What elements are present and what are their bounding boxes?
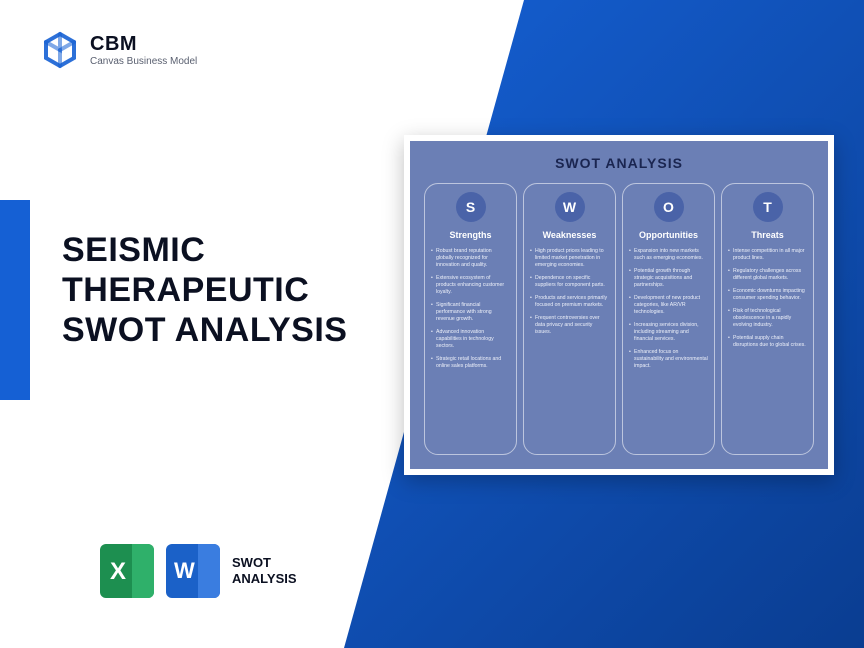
title-line: SEISMIC: [62, 230, 347, 270]
swot-item: Intense competition in all major product…: [728, 248, 807, 262]
swot-item: Dependence on specific suppliers for com…: [530, 275, 609, 289]
swot-letter: O: [654, 192, 684, 222]
swot-item: Regulatory challenges across different g…: [728, 268, 807, 282]
logo: CBM Canvas Business Model: [40, 30, 197, 70]
logo-subtitle: Canvas Business Model: [90, 56, 197, 67]
swot-column: W Weaknesses High product prices leading t…: [523, 183, 616, 455]
title-line: THERAPEUTIC: [62, 270, 347, 310]
word-icon: [166, 544, 220, 598]
swot-item: Expansion into new markets such as emerg…: [629, 248, 708, 262]
swot-letter: T: [753, 192, 783, 222]
swot-item: Risk of technological obsolescence in a …: [728, 308, 807, 329]
logo-title: CBM: [90, 33, 197, 56]
swot-items: Intense competition in all major product…: [728, 248, 807, 355]
swot-item: Extensive ecosystem of products enhancin…: [431, 275, 510, 296]
swot-heading: Threats: [751, 230, 784, 240]
swot-item: Potential supply chain disruptions due t…: [728, 335, 807, 349]
excel-icon: [100, 544, 154, 598]
swot-item: Economic downturns impacting consumer sp…: [728, 288, 807, 302]
swot-item: Advanced innovation capabilities in tech…: [431, 329, 510, 350]
swot-heading: Opportunities: [639, 230, 698, 240]
accent-bar: [0, 200, 30, 400]
swot-item: Significant financial performance with s…: [431, 302, 510, 323]
swot-letter: S: [456, 192, 486, 222]
swot-items: Expansion into new markets such as emerg…: [629, 248, 708, 376]
swot-card-title: SWOT ANALYSIS: [424, 155, 814, 171]
logo-icon: [40, 30, 80, 70]
swot-item: Frequent controversies over data privacy…: [530, 315, 609, 336]
swot-item: Products and services primarily focused …: [530, 295, 609, 309]
page-title: SEISMIC THERAPEUTIC SWOT ANALYSIS: [62, 230, 347, 350]
swot-heading: Strengths: [449, 230, 491, 240]
file-format-badges: SWOT ANALYSIS: [100, 544, 297, 598]
swot-heading: Weaknesses: [543, 230, 597, 240]
swot-item: High product prices leading to limited m…: [530, 248, 609, 269]
swot-item: Increasing services division, including …: [629, 322, 708, 343]
swot-columns: S Strengths Robust brand reputation global…: [424, 183, 814, 455]
swot-items: Robust brand reputation globally recogni…: [431, 248, 510, 376]
swot-letter: W: [555, 192, 585, 222]
swot-item: Development of new product categories, l…: [629, 295, 708, 316]
swot-item: Enhanced focus on sustainability and env…: [629, 349, 708, 370]
swot-column: S Strengths Robust brand reputation global…: [424, 183, 517, 455]
swot-item: Robust brand reputation globally recogni…: [431, 248, 510, 269]
swot-column: O Opportunities Expansion into new markets…: [622, 183, 715, 455]
swot-column: T Threats Intense competition in all major…: [721, 183, 814, 455]
swot-item: Strategic retail locations and online sa…: [431, 356, 510, 370]
file-label: SWOT ANALYSIS: [232, 555, 297, 588]
swot-item: Potential growth through strategic acqui…: [629, 268, 708, 289]
swot-card: SWOT ANALYSIS S Strengths Robust brand rep…: [404, 135, 834, 475]
swot-items: High product prices leading to limited m…: [530, 248, 609, 342]
title-line: SWOT ANALYSIS: [62, 310, 347, 350]
